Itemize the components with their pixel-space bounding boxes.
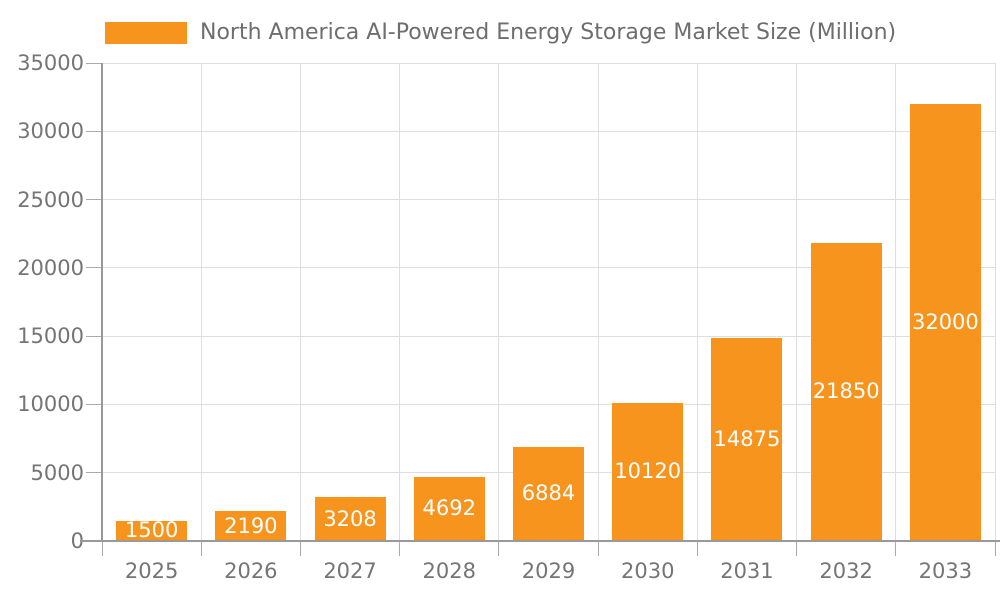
y-axis-tick [86, 403, 102, 405]
y-tick-label: 35000 [17, 51, 84, 75]
x-axis-line [80, 540, 1000, 542]
y-axis-labels: 0 5000 10000 15000 20000 25000 30000 35000 [0, 52, 84, 552]
grid-line-vertical [597, 63, 599, 541]
legend-item[interactable]: North America AI-Powered Energy Storage … [105, 20, 896, 46]
bar-2027[interactable]: 3208 [314, 497, 386, 541]
bar-value-label: 6884 [521, 481, 576, 506]
y-axis-tick [86, 267, 102, 269]
grid-line-horizontal [102, 267, 995, 269]
x-axis-tick [796, 541, 798, 556]
bar-value-label: 32000 [911, 309, 979, 334]
y-axis-tick [86, 199, 102, 201]
grid-line-horizontal [102, 62, 995, 64]
x-tick-label: 2025 [124, 559, 179, 583]
y-tick-label: 15000 [17, 324, 84, 349]
grid-line-horizontal [102, 335, 995, 337]
y-tick-label: 30000 [17, 119, 84, 144]
x-axis-tick [994, 541, 996, 556]
bar-value-label: 21850 [812, 379, 880, 404]
x-tick-label: 2027 [323, 559, 377, 583]
grid-line-vertical [696, 63, 698, 541]
bar-2031[interactable]: 14875 [711, 337, 783, 541]
legend-swatch [105, 22, 187, 44]
grid-line-vertical [994, 63, 996, 541]
grid-line-vertical [200, 63, 202, 541]
y-axis-line [101, 63, 103, 541]
bar-2026[interactable]: 2190 [215, 511, 287, 541]
y-tick-label: 0 [70, 529, 84, 553]
y-tick-label: 25000 [17, 187, 84, 212]
y-axis-tick [86, 335, 102, 337]
grid-line-vertical [796, 63, 798, 541]
y-axis-tick [86, 130, 102, 132]
grid-line-vertical [299, 63, 301, 541]
bar-value-label: 2190 [224, 513, 278, 538]
bar-2033[interactable]: 32000 [909, 103, 981, 541]
bar-value-label: 4692 [422, 496, 476, 521]
bar-2030[interactable]: 10120 [612, 402, 684, 541]
grid-line-horizontal [102, 199, 995, 201]
x-axis-tick [101, 541, 103, 556]
x-axis-tick [299, 541, 301, 556]
x-tick-label: 2032 [819, 559, 873, 583]
y-axis-tick [86, 62, 102, 64]
bar-2025[interactable]: 1500 [116, 518, 188, 543]
grid-line-horizontal [102, 403, 995, 405]
x-axis-labels: 2025 2026 2027 2028 2029 2030 2031 2032 2033 [102, 558, 995, 588]
y-axis-tick [86, 472, 102, 474]
x-tick-label: 2031 [720, 559, 774, 583]
grid-line-vertical [895, 63, 897, 541]
x-axis-tick [597, 541, 599, 556]
y-tick-label: 20000 [17, 255, 84, 280]
x-tick-label: 2029 [521, 559, 576, 583]
x-tick-label: 2030 [620, 559, 675, 583]
x-axis-tick [399, 541, 401, 556]
bar-value-label: 14875 [713, 426, 781, 451]
bar-value-label: 10120 [614, 459, 682, 484]
bar-value-label: 1500 [124, 518, 179, 543]
x-tick-label: 2026 [224, 559, 278, 583]
x-axis-tick [200, 541, 202, 556]
legend-label: North America AI-Powered Energy Storage … [200, 20, 897, 45]
x-axis-tick [498, 541, 500, 556]
x-tick-label: 2033 [918, 559, 973, 583]
plot-area: 1500 2190 3208 4692 6884 10120 14875 21850 32000 [80, 62, 1000, 556]
grid-line-vertical [498, 63, 500, 541]
grid-line-vertical [399, 63, 401, 541]
y-tick-label: 10000 [17, 392, 84, 417]
bar-value-label: 3208 [323, 506, 377, 531]
x-tick-label: 2028 [422, 559, 476, 583]
bar-2028[interactable]: 4692 [413, 476, 485, 541]
grid-line-horizontal [102, 130, 995, 132]
bar-2032[interactable]: 21850 [810, 242, 882, 541]
bar-2029[interactable]: 6884 [513, 446, 584, 541]
x-axis-tick [696, 541, 698, 556]
x-axis-tick [895, 541, 897, 556]
y-tick-label: 5000 [30, 460, 84, 485]
